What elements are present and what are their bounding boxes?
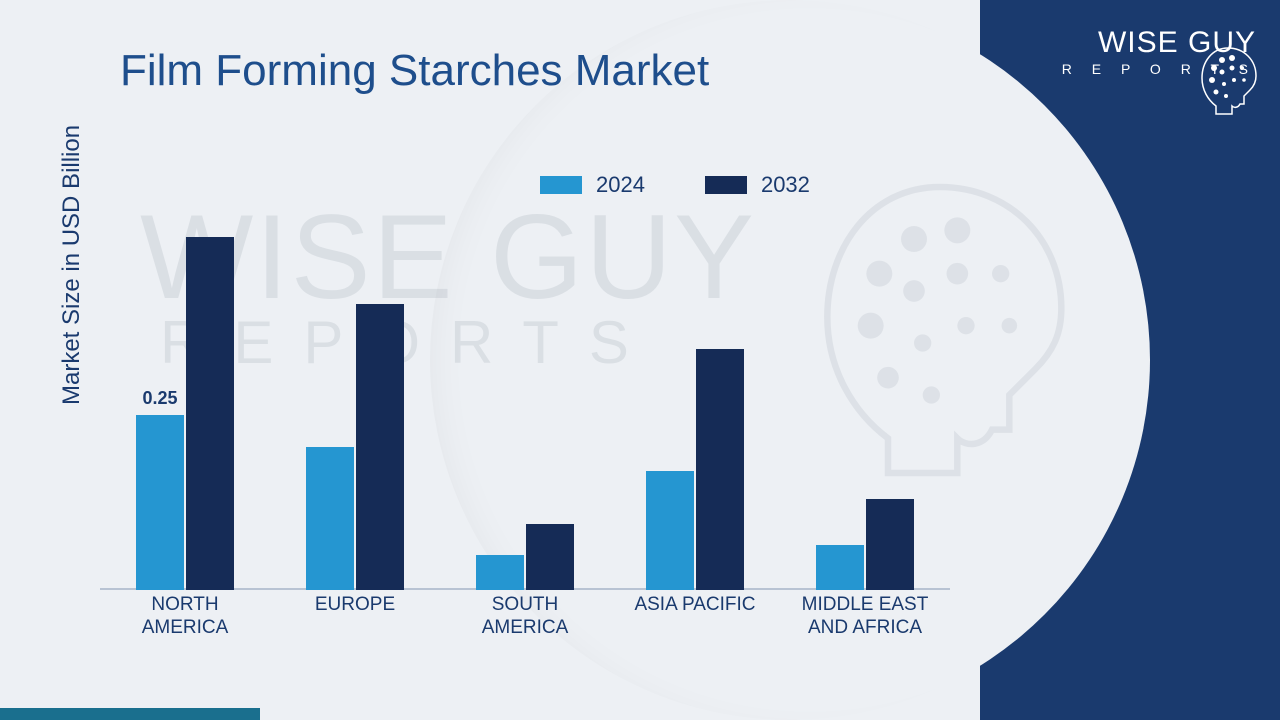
brand-logo: WISE GUY R E P O R T S xyxy=(1062,28,1256,76)
x-axis-category-label: ASIA PACIFIC xyxy=(620,594,770,617)
bar xyxy=(866,499,914,590)
bar xyxy=(526,524,574,590)
bar-group: 0.25 xyxy=(110,237,260,590)
legend-item-2024: 2024 xyxy=(540,172,645,198)
bar xyxy=(306,447,354,590)
bar xyxy=(476,555,524,590)
bar-group xyxy=(450,524,600,590)
chart-plot-area: 0.25 xyxy=(100,220,950,590)
footer-accent-bar xyxy=(0,708,260,720)
bar-group xyxy=(790,499,940,590)
bar xyxy=(356,304,404,590)
chart-legend: 2024 2032 xyxy=(540,172,810,198)
x-axis-category-label: NORTH AMERICA xyxy=(110,594,260,640)
y-axis-label: Market Size in USD Billion xyxy=(58,125,86,405)
bar xyxy=(696,349,744,590)
legend-swatch-2024 xyxy=(540,176,582,194)
x-axis-category-label: MIDDLE EAST AND AFRICA xyxy=(790,594,940,640)
bar: 0.25 xyxy=(136,415,184,590)
x-axis-labels: NORTH AMERICA EUROPE SOUTH AMERICA ASIA PAC… xyxy=(100,594,950,714)
x-axis-category-label: SOUTH AMERICA xyxy=(450,594,600,640)
legend-item-2032: 2032 xyxy=(705,172,810,198)
legend-swatch-2032 xyxy=(705,176,747,194)
bar xyxy=(186,237,234,590)
x-axis-category-label: EUROPE xyxy=(280,594,430,617)
bar xyxy=(816,545,864,590)
bar-group xyxy=(620,349,770,590)
bar xyxy=(646,471,694,590)
chart-title: Film Forming Starches Market xyxy=(120,46,709,96)
legend-label-2032: 2032 xyxy=(761,172,810,198)
legend-label-2024: 2024 xyxy=(596,172,645,198)
brand-head-icon xyxy=(1198,46,1258,116)
bar-group xyxy=(280,304,430,590)
bar-value-label: 0.25 xyxy=(142,388,177,409)
